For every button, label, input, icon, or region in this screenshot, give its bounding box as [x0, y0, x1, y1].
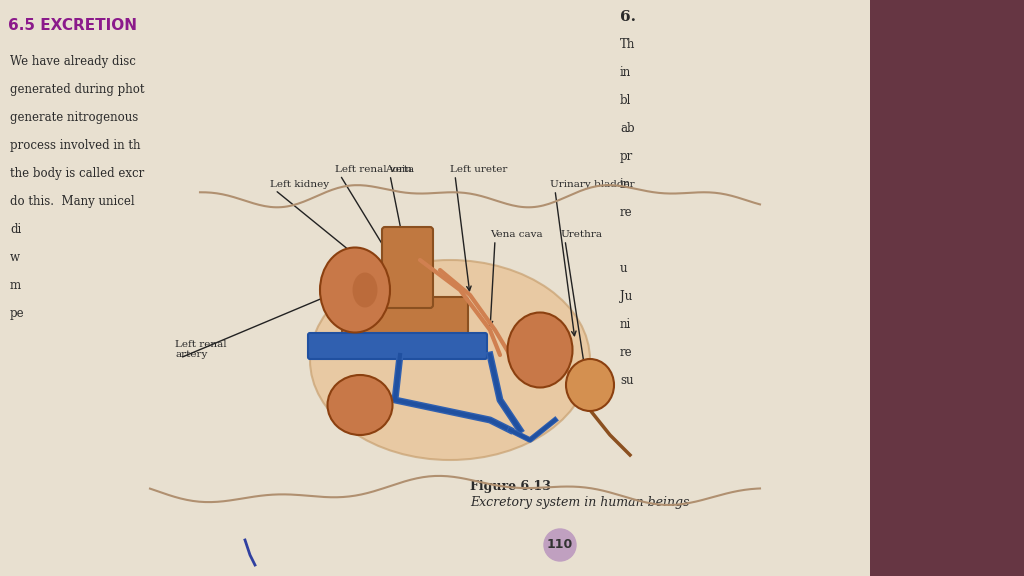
- Text: process involved in th: process involved in th: [10, 139, 140, 152]
- Ellipse shape: [319, 248, 390, 332]
- Ellipse shape: [566, 359, 614, 411]
- Text: do this.  Many unicel: do this. Many unicel: [10, 195, 134, 208]
- Text: 110: 110: [547, 539, 573, 551]
- Text: bl: bl: [620, 94, 632, 107]
- Text: Left kidney: Left kidney: [270, 180, 329, 189]
- Text: Left renal
artery: Left renal artery: [175, 340, 226, 359]
- Text: 6.5 EXCRETION: 6.5 EXCRETION: [8, 18, 137, 33]
- Ellipse shape: [310, 260, 590, 460]
- FancyBboxPatch shape: [0, 0, 870, 576]
- Text: ni: ni: [620, 318, 631, 331]
- Text: Vena cava: Vena cava: [490, 230, 543, 239]
- Text: Figure 6.13: Figure 6.13: [470, 480, 551, 493]
- Text: Left ureter: Left ureter: [450, 165, 507, 174]
- Text: re: re: [620, 206, 633, 219]
- Text: 6.: 6.: [620, 10, 636, 24]
- Text: ab: ab: [620, 122, 635, 135]
- Text: Urinary bladder: Urinary bladder: [550, 180, 635, 189]
- FancyBboxPatch shape: [870, 0, 1024, 576]
- FancyBboxPatch shape: [308, 333, 487, 359]
- Text: generated during phot: generated during phot: [10, 83, 144, 96]
- Text: the body is called excr: the body is called excr: [10, 167, 144, 180]
- Text: re: re: [620, 346, 633, 359]
- Ellipse shape: [352, 272, 378, 308]
- Ellipse shape: [508, 313, 572, 388]
- FancyBboxPatch shape: [382, 227, 433, 308]
- Text: Urethra: Urethra: [560, 230, 602, 239]
- Text: Left renal vein: Left renal vein: [335, 165, 412, 174]
- Text: in: in: [620, 178, 631, 191]
- Text: generate nitrogenous: generate nitrogenous: [10, 111, 138, 124]
- Text: pr: pr: [620, 150, 633, 163]
- Text: m: m: [10, 279, 22, 292]
- Ellipse shape: [328, 375, 392, 435]
- Text: Th: Th: [620, 38, 635, 51]
- FancyBboxPatch shape: [342, 297, 468, 358]
- Circle shape: [544, 529, 575, 561]
- Text: Ju: Ju: [620, 290, 632, 303]
- Text: in: in: [620, 66, 631, 79]
- Text: Excretory system in human beings: Excretory system in human beings: [470, 496, 689, 509]
- Text: Aorta: Aorta: [385, 165, 414, 174]
- Text: su: su: [620, 374, 634, 387]
- Text: di: di: [10, 223, 22, 236]
- Text: pe: pe: [10, 307, 25, 320]
- Text: w: w: [10, 251, 20, 264]
- Text: We have already disc: We have already disc: [10, 55, 136, 68]
- Text: u: u: [620, 262, 628, 275]
